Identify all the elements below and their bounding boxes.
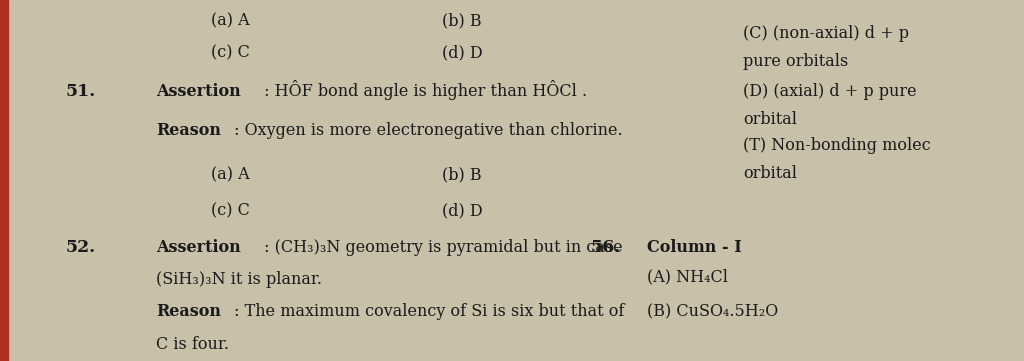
- Text: Column - I: Column - I: [647, 239, 742, 256]
- Text: Reason: Reason: [156, 122, 221, 139]
- Text: (A) NH₄Cl: (A) NH₄Cl: [647, 268, 728, 285]
- Text: 52.: 52.: [66, 239, 95, 256]
- Text: (a) A: (a) A: [211, 166, 250, 183]
- Text: (c) C: (c) C: [211, 45, 250, 62]
- Text: pure orbitals: pure orbitals: [742, 53, 848, 70]
- Text: (T) Non-bonding molec: (T) Non-bonding molec: [742, 137, 931, 154]
- Text: orbital: orbital: [742, 165, 797, 182]
- Text: C is four.: C is four.: [156, 335, 228, 353]
- Text: 51.: 51.: [66, 83, 95, 100]
- Text: (a) A: (a) A: [211, 12, 250, 29]
- Text: (b) B: (b) B: [441, 166, 481, 183]
- Text: 56.: 56.: [590, 239, 621, 256]
- Text: Assertion: Assertion: [156, 83, 241, 100]
- Text: : Oxygen is more electronegative than chlorine.: : Oxygen is more electronegative than ch…: [229, 122, 623, 139]
- Text: : The maximum covalency of Si is six but that of: : The maximum covalency of Si is six but…: [229, 303, 625, 320]
- Text: Assertion: Assertion: [156, 239, 241, 256]
- Text: orbital: orbital: [742, 110, 797, 127]
- Text: (C) (non-axial) d + p: (C) (non-axial) d + p: [742, 25, 909, 42]
- Text: (B) CuSO₄.5H₂O: (B) CuSO₄.5H₂O: [647, 303, 778, 320]
- Text: (d) D: (d) D: [441, 45, 482, 62]
- Text: : (CH₃)₃N geometry is pyramidal but in case: : (CH₃)₃N geometry is pyramidal but in c…: [259, 239, 623, 256]
- Text: (d) D: (d) D: [441, 203, 482, 219]
- Text: Reason: Reason: [156, 303, 221, 320]
- Text: : HÔF bond angle is higher than HÔCl .: : HÔF bond angle is higher than HÔCl .: [259, 79, 587, 100]
- Text: (b) B: (b) B: [441, 12, 481, 29]
- Text: (SiH₃)₃N it is planar.: (SiH₃)₃N it is planar.: [156, 270, 322, 287]
- Text: (c) C: (c) C: [211, 203, 250, 219]
- Text: (D) (axial) d + p pure: (D) (axial) d + p pure: [742, 83, 916, 100]
